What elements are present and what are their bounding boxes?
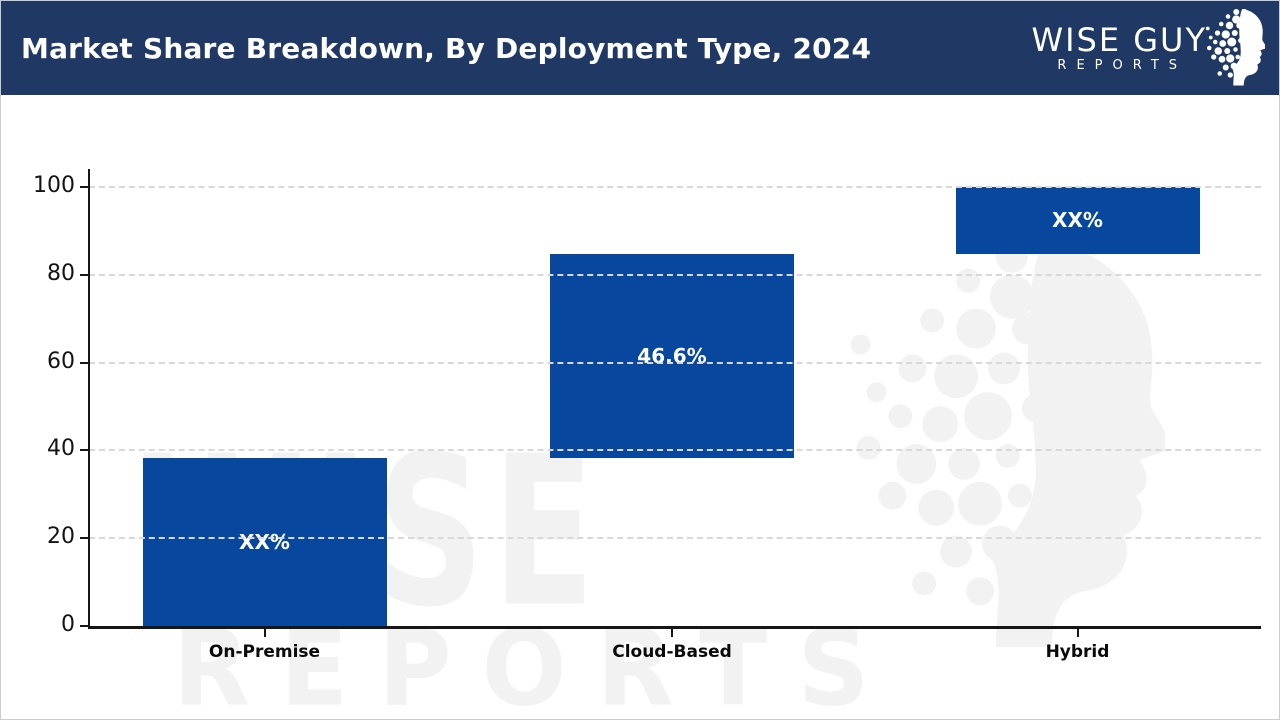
y-tick-mark-100 (80, 186, 88, 188)
y-tick-mark-0 (80, 625, 88, 627)
gridline-40 (89, 449, 1261, 452)
gridline-80 (89, 273, 1261, 276)
header-bar: Market Share Breakdown, By Deployment Ty… (1, 1, 1279, 95)
logo-subtitle: REPORTS (1057, 57, 1188, 73)
y-tick-label-0: 0 (61, 612, 75, 637)
y-tick-label-60: 60 (47, 348, 75, 374)
x-axis-line (88, 626, 1261, 629)
y-tick-label-20: 20 (47, 524, 75, 550)
watermark-head-icon (850, 240, 1165, 648)
x-tick-label-cloud-based: Cloud-Based (612, 642, 732, 662)
bar-value-label: XX% (239, 530, 290, 555)
y-axis-line (88, 169, 90, 628)
logo-head-icon (1205, 9, 1265, 86)
x-tick-mark-on-premise (263, 629, 266, 637)
logo-wordmark: WISE GUY (1031, 20, 1207, 59)
x-tick-label-on-premise: On-Premise (208, 642, 321, 662)
x-tick-label-hybrid: Hybrid (1045, 642, 1110, 662)
bar-hybrid: XX% (955, 187, 1200, 254)
x-tick-mark-hybrid (1076, 629, 1079, 637)
y-tick-label-80: 80 (47, 260, 75, 286)
gridline-20 (89, 537, 1261, 540)
y-tick-label-40: 40 (47, 436, 75, 462)
y-tick-mark-60 (80, 361, 88, 364)
logo-text: WISE GUY REPORTS (1031, 24, 1207, 73)
y-tick-mark-80 (80, 273, 88, 276)
bar-value-label: 46.6% (637, 344, 707, 368)
y-tick-mark-20 (80, 537, 88, 540)
gridline-60 (89, 361, 1261, 364)
bar-cloud-based: 46.6% (550, 253, 794, 459)
wise-guy-reports-logo: WISE GUY REPORTS (1031, 6, 1265, 90)
bar-on-premise: XX% (142, 458, 387, 626)
chart-title: Market Share Breakdown, By Deployment Ty… (21, 31, 872, 65)
bar-value-label: XX% (1052, 208, 1103, 233)
x-tick-mark-cloud-based (671, 629, 673, 637)
chart-area: WISE REPORTS XX%46.6%XX%020406080100On-P… (1, 95, 1280, 720)
y-tick-mark-40 (80, 449, 88, 452)
y-tick-label-100: 100 (33, 173, 75, 198)
gridline-100 (89, 186, 1261, 188)
